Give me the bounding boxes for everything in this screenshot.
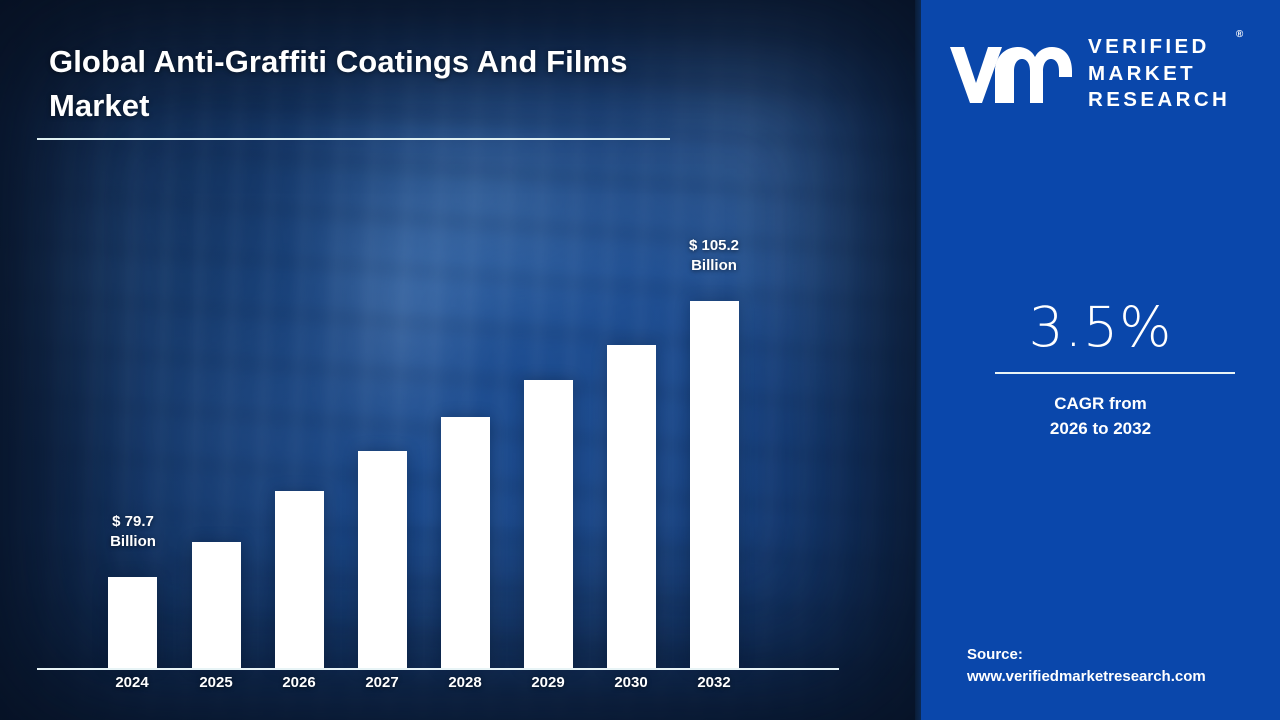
vmr-logo[interactable]: VERIFIED MARKET RESEARCH ® bbox=[948, 29, 1258, 119]
chart-panel: Global Anti-Graffiti Coatings And Films … bbox=[0, 0, 918, 720]
bar-2032[interactable] bbox=[690, 301, 739, 668]
source-url[interactable]: www.verifiedmarketresearch.com bbox=[967, 668, 1206, 686]
x-tick-2024: 2024 bbox=[115, 674, 149, 691]
registered-trademark-icon: ® bbox=[1235, 29, 1244, 41]
x-tick-2026: 2026 bbox=[282, 674, 316, 691]
panel-divider bbox=[915, 0, 921, 720]
bar-value-amount-last: $ 105.2 bbox=[688, 237, 740, 254]
cagr-caption-line1: CAGR from bbox=[1054, 394, 1147, 413]
source-label: Source: bbox=[967, 646, 1023, 663]
x-tick-2028: 2028 bbox=[448, 674, 482, 691]
logo-line-market: MARKET bbox=[1088, 61, 1197, 85]
x-tick-2030: 2030 bbox=[614, 674, 648, 691]
x-tick-2032: 2032 bbox=[697, 674, 731, 691]
x-tick-2029: 2029 bbox=[531, 674, 565, 691]
x-axis-line bbox=[37, 668, 839, 670]
x-tick-2027: 2027 bbox=[365, 674, 399, 691]
brand-panel: VERIFIED MARKET RESEARCH ® 3.5% CAGR fro… bbox=[921, 0, 1280, 720]
logo-line-research: RESEARCH bbox=[1088, 88, 1231, 112]
bar-value-label-first: $ 79.7 Billion bbox=[73, 512, 193, 552]
bar-2029[interactable] bbox=[524, 380, 573, 668]
bar-value-label-last: $ 105.2 Billion bbox=[654, 236, 774, 276]
bar-2026[interactable] bbox=[275, 491, 324, 668]
bar-value-unit-last: Billion bbox=[691, 256, 737, 274]
page-title: Global Anti-Graffiti Coatings And Films … bbox=[49, 44, 628, 124]
cagr-caption: CAGR from 2026 to 2032 bbox=[921, 392, 1280, 441]
bar-2025[interactable] bbox=[192, 542, 241, 668]
bar-chart: $ 79.7 Billion $ 105.2 Billion 2024 2025… bbox=[37, 236, 839, 691]
bar-2024[interactable] bbox=[108, 577, 157, 668]
title-underline bbox=[37, 138, 670, 140]
vmr-logo-mark bbox=[950, 47, 1072, 103]
vmr-logo-text: VERIFIED MARKET RESEARCH ® bbox=[1088, 29, 1243, 114]
x-tick-2025: 2025 bbox=[199, 674, 233, 691]
bar-2027[interactable] bbox=[358, 451, 407, 668]
logo-line-verified: VERIFIED bbox=[1088, 35, 1210, 59]
bar-value-unit-first: Billion bbox=[110, 532, 156, 550]
source-block: Source: www.verifiedmarketresearch.com bbox=[967, 644, 1280, 688]
cagr-caption-line2: 2026 to 2032 bbox=[1049, 418, 1152, 438]
bar-2030[interactable] bbox=[607, 345, 656, 668]
bar-value-amount-first: $ 79.7 bbox=[112, 513, 154, 530]
cagr-divider-line bbox=[995, 372, 1235, 374]
cagr-value: 3.5% bbox=[1028, 295, 1173, 359]
bar-2028[interactable] bbox=[441, 417, 490, 668]
